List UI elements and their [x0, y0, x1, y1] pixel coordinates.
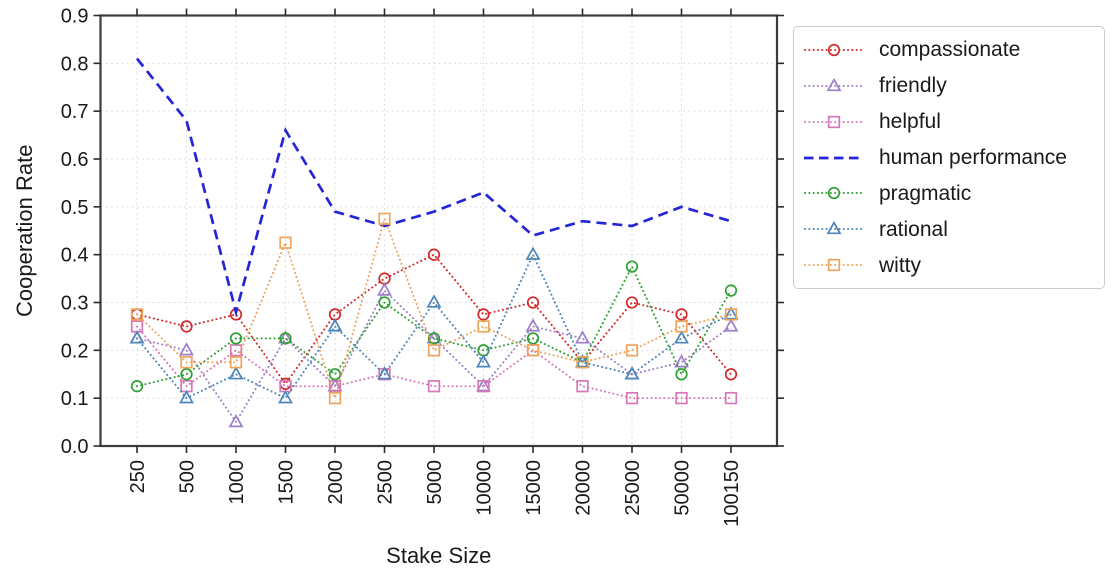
series-witty [130, 212, 738, 405]
legend-label: rational [879, 217, 948, 241]
x-axis-title: Stake Size [386, 543, 491, 568]
y-tick-label: 0.9 [61, 6, 89, 28]
legend-label: friendly [879, 74, 947, 98]
legend-dashed-line-icon [804, 156, 864, 159]
x-tick-label: 25000 [622, 460, 644, 516]
x-tick-label: 2500 [375, 460, 397, 505]
legend-circle-icon [804, 187, 864, 200]
x-tick-label: 500 [177, 460, 199, 493]
legend-square-icon [804, 258, 864, 272]
x-tick-label: 1500 [276, 460, 298, 505]
x-tick-labels: 250 500 1000 1500 2000 2500 5000 10000 15000 2000… [127, 460, 743, 527]
legend-label: compassionate [879, 38, 1021, 62]
series-pragmatic [130, 260, 738, 393]
y-tick-label: 0.0 [61, 436, 89, 458]
y-tick-label: 0.8 [61, 53, 89, 75]
x-tick-label: 5000 [424, 460, 446, 505]
triangle-markers [129, 246, 739, 404]
x-tick-label: 250 [127, 460, 149, 493]
plot-border [99, 14, 779, 448]
axis-ticks [93, 8, 784, 453]
legend-triangle-icon [804, 77, 864, 91]
y-tick-label: 0.6 [61, 149, 89, 171]
legend-label: witty [879, 253, 921, 277]
legend-label: human performance [879, 146, 1067, 169]
y-axis-title: Cooperation Rate [12, 145, 37, 317]
y-tick-label: 0.1 [61, 388, 89, 410]
legend-triangle-icon [804, 221, 864, 235]
legend-item-human-performance: human performance [802, 140, 1096, 176]
y-tick-label: 0.2 [61, 340, 89, 362]
series-human-performance [135, 57, 732, 318]
y-tick-label: 0.4 [61, 245, 89, 267]
legend-item-helpful: helpful [802, 104, 1096, 140]
circle-markers [130, 260, 738, 393]
y-tick-label: 0.7 [61, 101, 89, 123]
x-tick-label: 2000 [325, 460, 347, 505]
square-markers [130, 212, 738, 405]
circle-markers [130, 248, 738, 390]
series-compassionate [130, 248, 738, 390]
x-tick-label: 10000 [474, 460, 496, 516]
legend-item-friendly: friendly [802, 68, 1096, 104]
x-tick-label: 20000 [573, 460, 595, 516]
y-tick-label: 0.3 [61, 293, 89, 315]
x-tick-label: 50000 [672, 460, 694, 516]
legend-item-pragmatic: pragmatic [802, 175, 1096, 211]
series-rational [129, 246, 739, 404]
legend-circle-icon [804, 43, 864, 57]
legend-square-icon [804, 115, 864, 128]
legend-item-witty: witty [802, 247, 1096, 283]
legend-item-rational: rational [802, 211, 1096, 247]
legend: compassionate friendly helpful human perfor… [793, 26, 1105, 289]
y-tick-labels: 0.0 0.1 0.2 0.3 0.4 0.5 0.6 0.7 0.8 0.9 [61, 6, 89, 459]
legend-label: pragmatic [879, 181, 972, 205]
legend-label: helpful [879, 110, 941, 134]
legend-item-compassionate: compassionate [802, 32, 1096, 68]
x-tick-label: 1000 [226, 460, 248, 505]
x-tick-label: 100150 [721, 460, 743, 527]
x-tick-label: 15000 [523, 460, 545, 516]
y-tick-label: 0.5 [61, 197, 89, 219]
